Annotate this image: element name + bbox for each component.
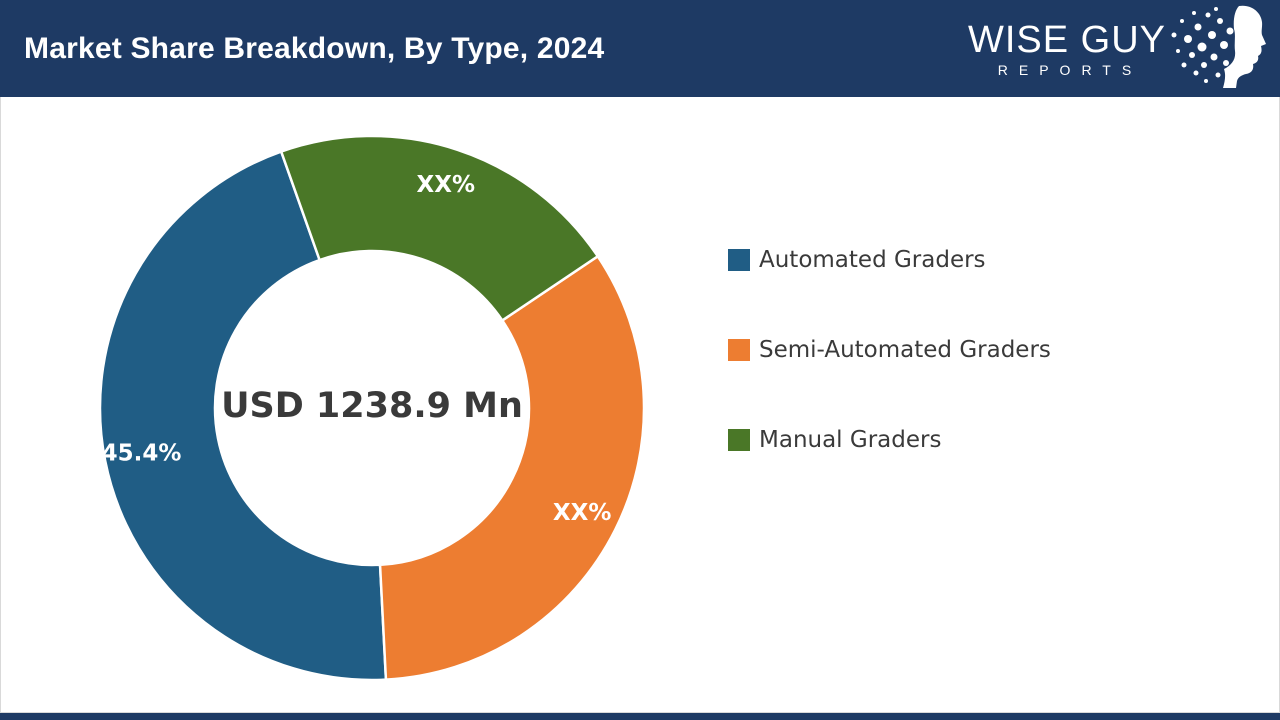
brand-logo-text: WISE GUY REPORTS [968,20,1166,78]
donut-segment-automated-graders [98,150,388,682]
header-bar: Market Share Breakdown, By Type, 2024 WI… [0,0,1280,97]
slice-percentage-label: XX% [417,172,476,198]
face-dots-icon [1171,5,1266,89]
donut-center-value: USD 1238.9 Mn [221,386,523,426]
slice-percentage-label: XX% [553,500,612,526]
legend-label-semi-automated: Semi-Automated Graders [759,337,1051,363]
legend-item-semi-automated-graders: Semi-Automated Graders [728,337,1051,363]
slice-percentage-label: 45.4% [102,441,182,467]
donut-segment-manual-graders [279,134,600,323]
brand-logo: WISE GUY REPORTS [968,4,1266,94]
legend-item-automated-graders: Automated Graders [728,247,986,273]
legend-swatch-semi-automated [728,339,750,361]
footer-bar [0,713,1280,720]
donut-segment-semi-automated-graders [378,254,646,681]
brand-name: WISE GUY [967,19,1166,61]
legend-label-manual: Manual Graders [759,427,942,453]
legend-swatch-automated [728,249,750,271]
legend-item-manual-graders: Manual Graders [728,427,941,453]
legend-swatch-manual [728,429,750,451]
page-title: Market Share Breakdown, By Type, 2024 [24,31,605,65]
brand-subname: REPORTS [997,62,1143,78]
legend-label-automated: Automated Graders [759,247,986,273]
